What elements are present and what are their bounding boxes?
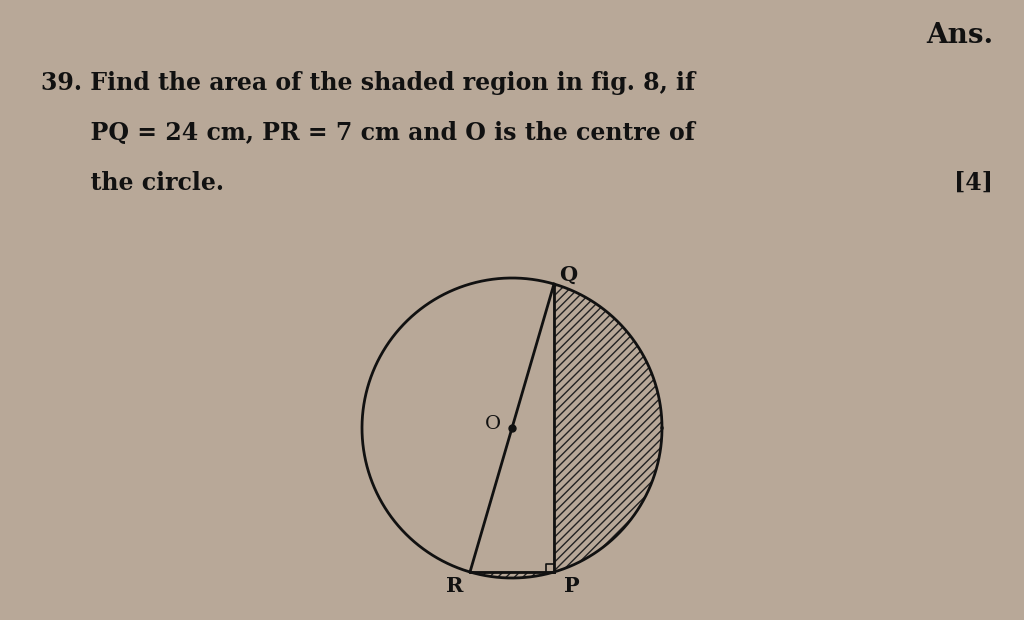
Polygon shape [470,284,662,578]
Text: Ans.: Ans. [926,22,993,49]
Text: the circle.: the circle. [41,170,224,195]
Text: PQ = 24 cm, PR = 7 cm and O is the centre of: PQ = 24 cm, PR = 7 cm and O is the centr… [41,121,695,145]
Text: [4]: [4] [954,170,993,195]
Text: 39. Find the area of the shaded region in fig. 8, if: 39. Find the area of the shaded region i… [41,71,695,95]
Text: P: P [564,577,580,596]
Text: O: O [484,415,501,433]
Text: R: R [445,577,463,596]
Text: Q: Q [559,264,578,285]
